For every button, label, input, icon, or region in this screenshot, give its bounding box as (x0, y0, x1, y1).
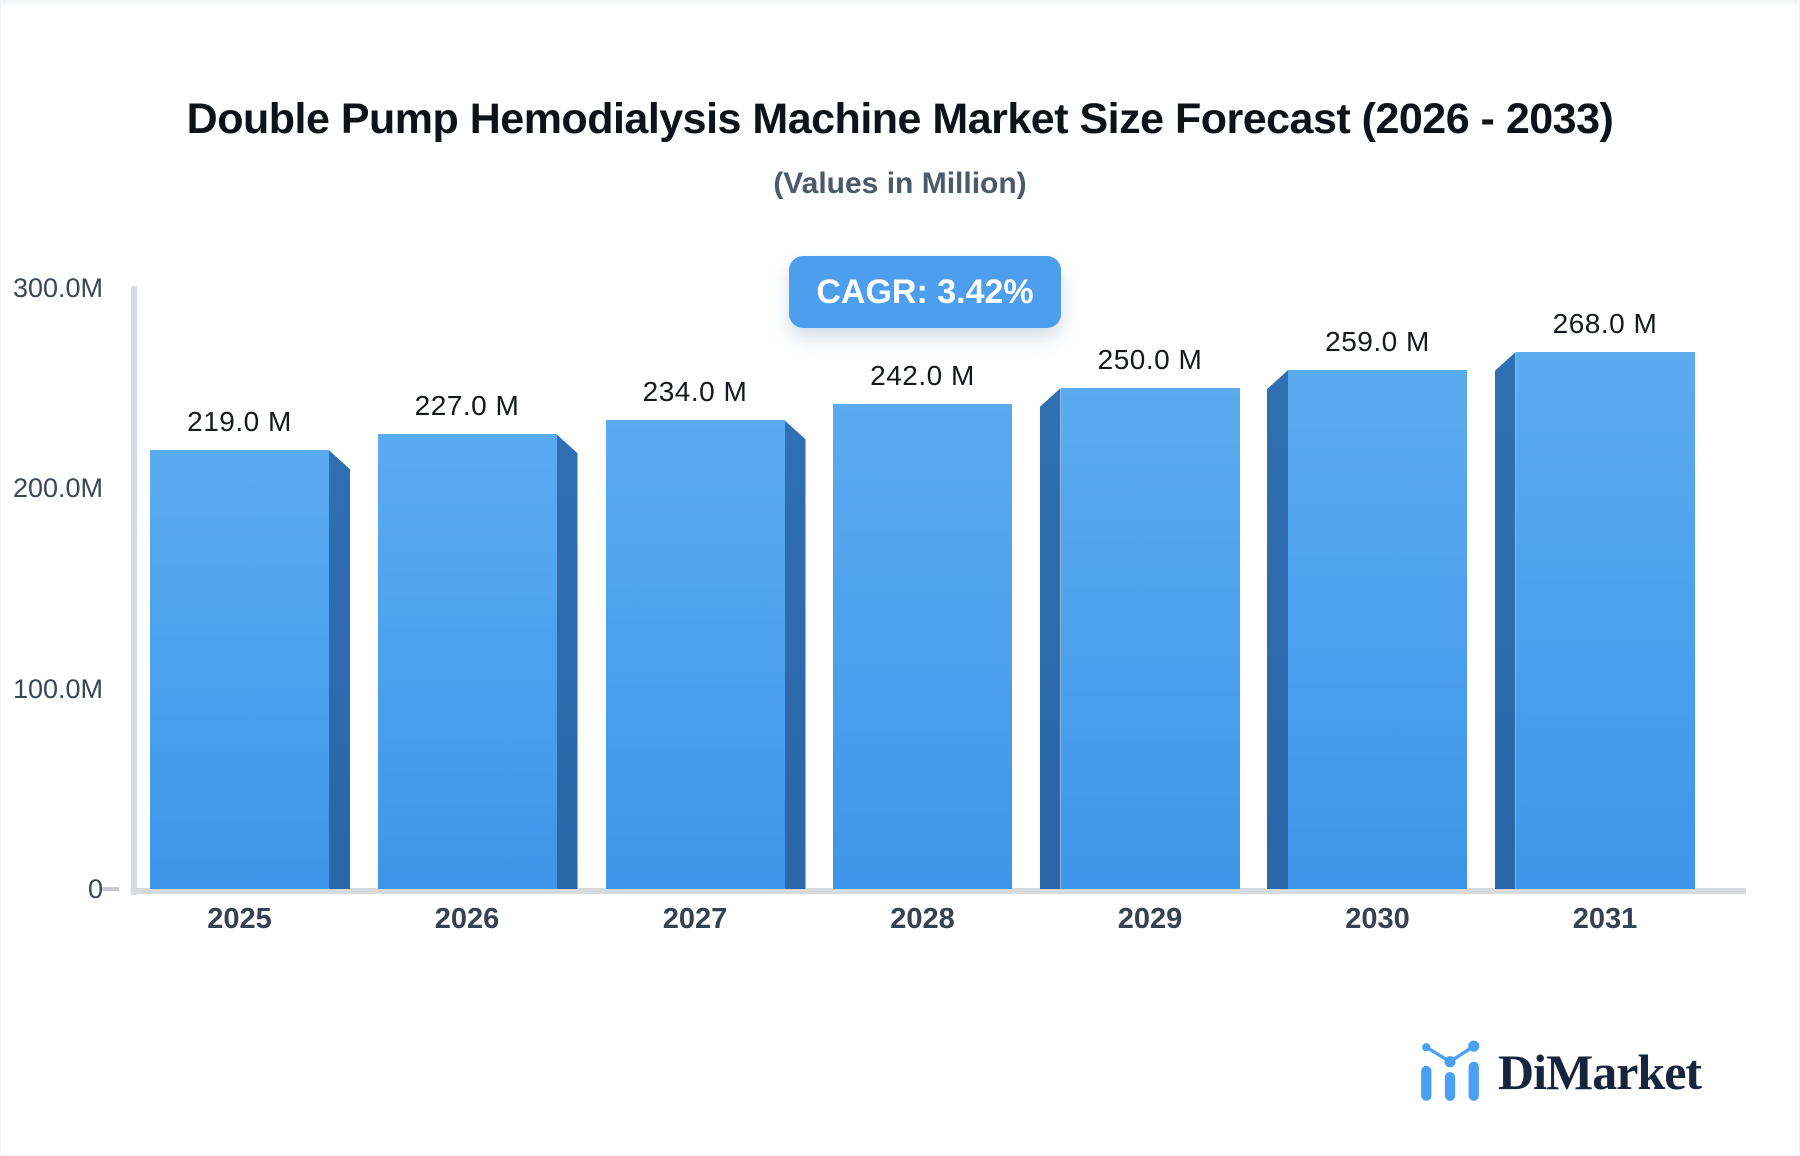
bar-value-label: 268.0 M (1552, 308, 1658, 340)
bar-value-label: 242.0 M (870, 360, 975, 392)
y-axis-line (131, 286, 137, 895)
bar-side-face (1494, 352, 1516, 889)
y-axis-tick-label: 200.0M (12, 473, 103, 504)
x-axis-line (131, 888, 1746, 894)
bar-value-label: 259.0 M (1325, 326, 1430, 358)
x-axis-tick-label: 2031 (1572, 903, 1638, 935)
x-axis-tick-label: 2029 (1117, 903, 1183, 935)
brand-logo-text: DiMarket (1498, 1044, 1702, 1100)
bar-chart-trend-icon (1421, 1040, 1480, 1101)
bar-side-face (784, 420, 806, 889)
chart-subtitle: (Values in Million) (773, 167, 1027, 200)
bar-2030[interactable] (1288, 370, 1467, 889)
bar-2029[interactable] (1060, 388, 1240, 889)
bar-2025[interactable] (150, 450, 329, 889)
y-axis-tick-label: 300.0M (12, 273, 103, 303)
bar-side-face (329, 450, 350, 889)
y-axis-tick-label: 0 (87, 874, 103, 904)
bar-2031[interactable] (1515, 352, 1695, 889)
zero-tick-mark (101, 887, 119, 891)
bar-value-label: 250.0 M (1097, 344, 1203, 376)
x-axis-tick-label: 2030 (1345, 903, 1410, 935)
cagr-badge: CAGR: 3.42% (789, 256, 1061, 328)
bar-2027[interactable] (605, 420, 785, 889)
x-axis-tick-label: 2027 (662, 903, 728, 935)
bar-value-label: 234.0 M (642, 376, 748, 408)
bar-value-label: 219.0 M (187, 406, 292, 438)
x-axis-tick-label: 2028 (890, 903, 955, 935)
bar-value-label: 227.0 M (414, 390, 520, 422)
window-edge-band (1, 1, 1799, 5)
bar-2028[interactable] (833, 404, 1012, 889)
brand-logo: DiMarket (1414, 1039, 1702, 1105)
y-axis-tick-label: 100.0M (12, 673, 103, 704)
chart-title: Double Pump Hemodialysis Machine Market … (186, 95, 1614, 143)
bar-side-face (1267, 370, 1288, 889)
bar-2026[interactable] (377, 434, 557, 889)
x-axis-tick-label: 2026 (434, 903, 500, 935)
bar-side-face (1039, 388, 1061, 889)
x-axis-tick-label: 2025 (207, 903, 272, 935)
bar-side-face (556, 434, 578, 889)
